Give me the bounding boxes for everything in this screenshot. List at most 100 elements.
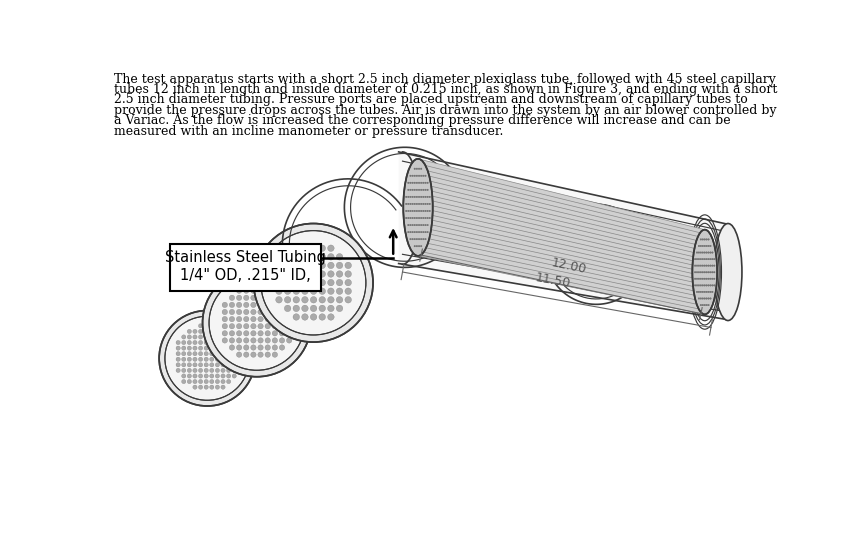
Circle shape (345, 270, 352, 277)
Circle shape (193, 346, 197, 350)
Circle shape (427, 231, 429, 233)
Circle shape (416, 231, 417, 233)
Circle shape (287, 338, 292, 343)
Circle shape (237, 295, 242, 301)
Circle shape (229, 330, 235, 336)
Circle shape (336, 254, 343, 260)
Circle shape (414, 189, 416, 191)
Circle shape (706, 265, 708, 267)
Circle shape (708, 304, 709, 306)
Circle shape (287, 330, 292, 336)
Circle shape (279, 345, 285, 350)
Circle shape (265, 288, 270, 293)
Circle shape (238, 363, 242, 367)
Circle shape (414, 182, 416, 184)
Circle shape (302, 254, 308, 260)
Circle shape (237, 288, 242, 293)
Circle shape (410, 217, 411, 219)
Circle shape (265, 352, 270, 357)
Circle shape (229, 302, 235, 307)
Circle shape (696, 278, 698, 279)
Circle shape (319, 297, 326, 303)
Circle shape (416, 189, 417, 191)
Circle shape (410, 203, 411, 205)
Circle shape (706, 304, 708, 306)
Circle shape (176, 357, 181, 361)
Circle shape (232, 374, 237, 378)
Text: tubes 12 inch in length and inside diameter of 0.215 inch, as shown in Figure 3,: tubes 12 inch in length and inside diame… (114, 83, 778, 96)
Circle shape (706, 252, 708, 253)
Circle shape (222, 302, 227, 307)
Circle shape (422, 196, 424, 198)
Circle shape (408, 224, 410, 226)
Circle shape (181, 368, 186, 372)
Circle shape (244, 295, 249, 301)
Circle shape (187, 357, 192, 361)
Circle shape (702, 252, 703, 253)
Circle shape (712, 291, 713, 293)
Circle shape (416, 217, 417, 219)
Circle shape (199, 380, 203, 384)
Circle shape (412, 239, 414, 240)
Circle shape (702, 272, 703, 273)
Circle shape (193, 335, 197, 339)
Circle shape (695, 258, 696, 260)
Circle shape (700, 291, 702, 293)
Circle shape (238, 357, 242, 361)
Circle shape (418, 245, 420, 247)
Circle shape (204, 352, 208, 356)
Circle shape (251, 302, 256, 307)
Circle shape (210, 380, 214, 384)
Circle shape (226, 346, 231, 350)
Polygon shape (418, 159, 705, 314)
Circle shape (215, 340, 219, 344)
Circle shape (287, 302, 292, 307)
Circle shape (706, 272, 708, 273)
Circle shape (199, 368, 203, 372)
Circle shape (210, 340, 214, 344)
Circle shape (424, 182, 426, 184)
Circle shape (302, 288, 308, 295)
Circle shape (251, 330, 256, 336)
Circle shape (319, 270, 326, 277)
Circle shape (222, 324, 227, 329)
Circle shape (293, 279, 300, 286)
Circle shape (293, 245, 300, 251)
Circle shape (265, 302, 270, 307)
Circle shape (187, 374, 192, 378)
Circle shape (199, 352, 203, 356)
Circle shape (284, 279, 291, 286)
Circle shape (416, 182, 417, 184)
Circle shape (159, 310, 255, 406)
Circle shape (215, 374, 219, 378)
Circle shape (418, 175, 420, 176)
Circle shape (336, 305, 343, 312)
Circle shape (310, 305, 317, 312)
Circle shape (412, 189, 414, 191)
Circle shape (708, 265, 709, 267)
Circle shape (429, 196, 430, 198)
Circle shape (229, 338, 235, 343)
Circle shape (244, 302, 249, 307)
Circle shape (405, 210, 407, 212)
Circle shape (704, 284, 706, 286)
Circle shape (696, 284, 698, 286)
Circle shape (210, 363, 214, 367)
Circle shape (215, 346, 219, 350)
Circle shape (221, 340, 226, 344)
Circle shape (410, 196, 411, 198)
Circle shape (319, 254, 326, 260)
Circle shape (176, 352, 181, 356)
Circle shape (427, 196, 429, 198)
Circle shape (422, 203, 424, 205)
Circle shape (226, 352, 231, 356)
Circle shape (222, 330, 227, 336)
Circle shape (702, 284, 703, 286)
Circle shape (416, 245, 417, 247)
Circle shape (293, 254, 300, 260)
Circle shape (424, 203, 426, 205)
Circle shape (704, 272, 706, 273)
Circle shape (714, 265, 715, 267)
Circle shape (421, 175, 422, 176)
Circle shape (193, 352, 197, 356)
